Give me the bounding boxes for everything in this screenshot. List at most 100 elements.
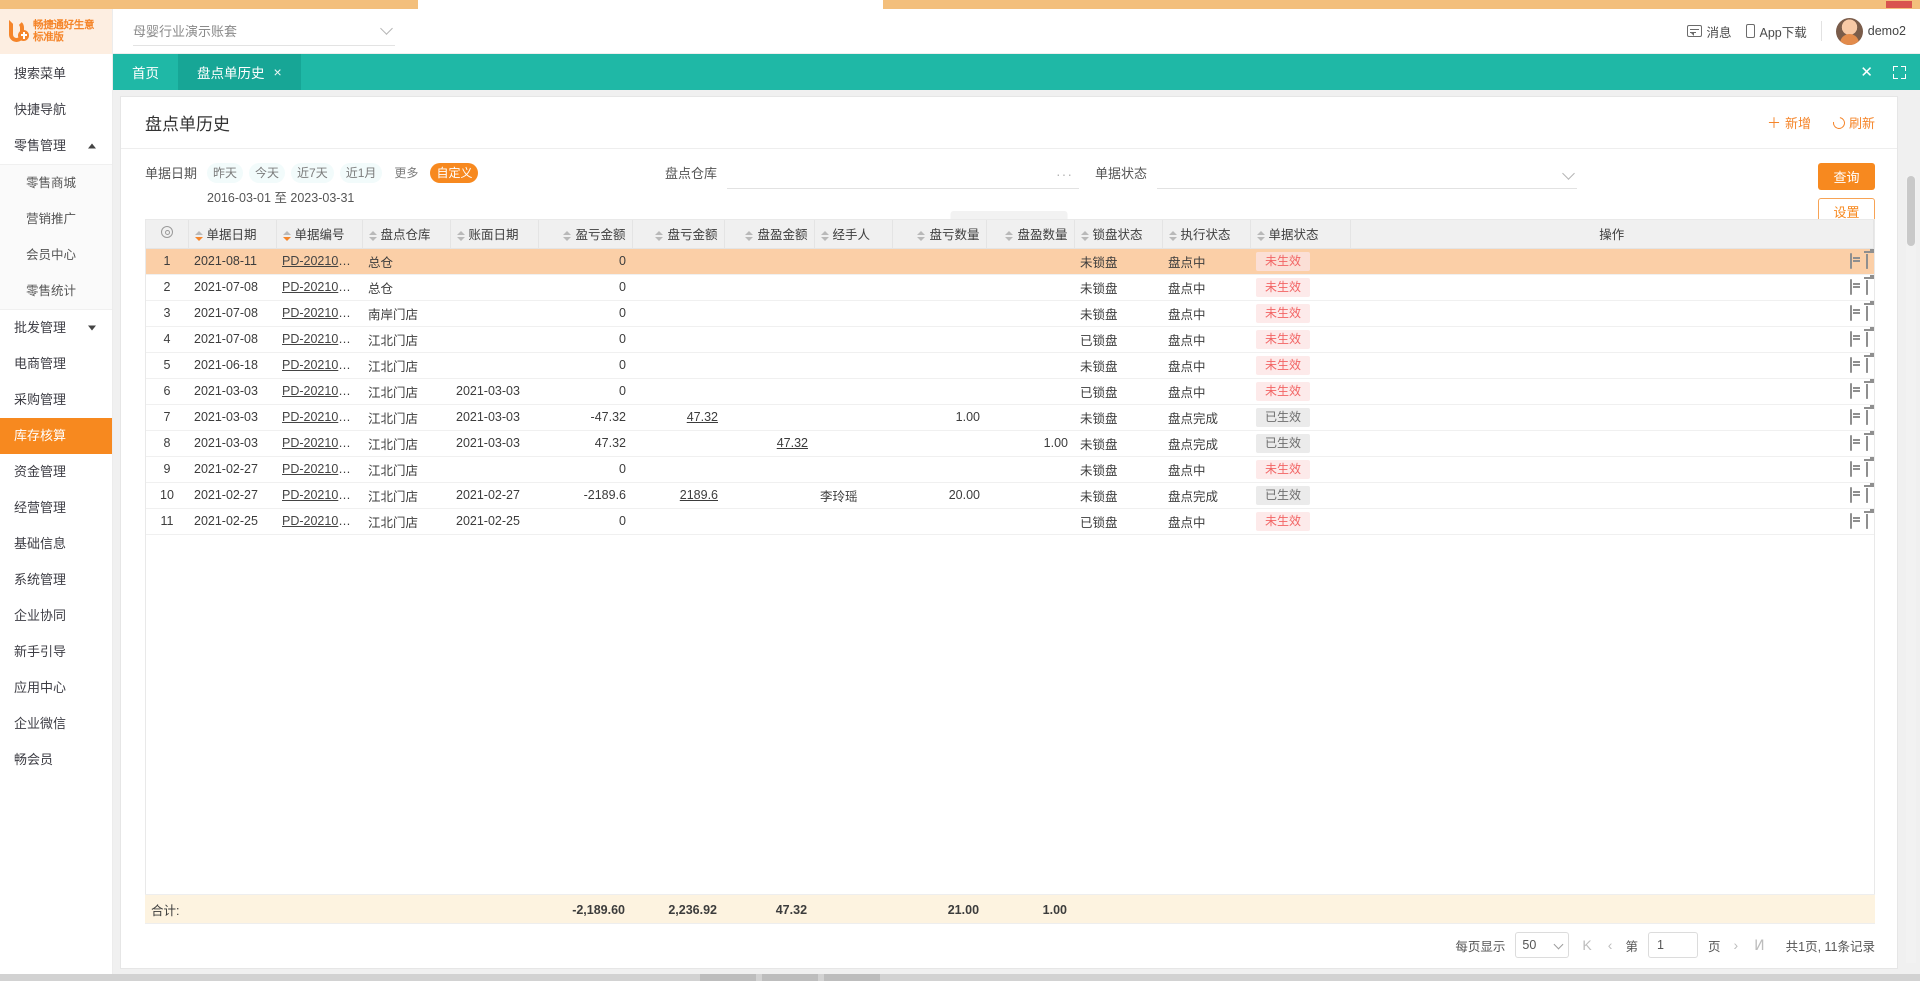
delete-button[interactable] <box>1865 436 1868 452</box>
sidebar-item-retail-stats[interactable]: 零售统计 <box>0 273 112 309</box>
table-row[interactable]: 4 2021-07-08 PD-20210708-(江北门店 0 已锁盘 盘点中 未生效 <box>146 326 1874 353</box>
next-page-icon[interactable]: › <box>1733 937 1739 953</box>
delete-button[interactable] <box>1865 514 1868 530</box>
header-bill-status[interactable]: 单据状态 <box>1250 220 1351 249</box>
sort-icon[interactable] <box>1080 230 1089 241</box>
view-detail-button[interactable] <box>1849 279 1852 296</box>
table-row[interactable]: 5 2021-06-18 PD-20210618-(江北门店 0 未锁盘 盘点中 未生效 <box>146 352 1874 379</box>
cell-bill-code[interactable]: PD-20210303-( <box>276 378 362 405</box>
scrollbar-thumb[interactable] <box>1907 176 1915 246</box>
bill-code-link[interactable]: PD-20210708-( <box>282 306 362 320</box>
cell-bill-code[interactable]: PD-20210708-( <box>276 326 362 353</box>
gear-icon[interactable] <box>160 226 173 239</box>
tab-stocktaking-history[interactable]: 盘点单历史 × <box>178 54 301 90</box>
table-row[interactable]: 10 2021-02-27 PD-20210227-(江北门店 2021-02-27-… <box>146 482 1874 509</box>
cell-bill-code[interactable]: PD-20210708-( <box>276 274 362 301</box>
sort-icon[interactable] <box>1005 230 1014 241</box>
view-detail-button[interactable] <box>1849 435 1852 452</box>
bill-code-link[interactable]: PD-20210708-( <box>282 280 362 294</box>
sidebar-item-marketing[interactable]: 营销推广 <box>0 201 112 237</box>
bill-status-select[interactable] <box>1157 163 1578 189</box>
brand-logo[interactable]: 畅捷通好生意 标准版 <box>0 9 112 54</box>
header-profit-loss-amount[interactable]: 盈亏金额 <box>538 220 633 249</box>
tab-home[interactable]: 首页 <box>113 54 178 90</box>
view-detail-button[interactable] <box>1849 513 1852 530</box>
sidebar-item-enterprise-collaboration[interactable]: 企业协同 <box>0 598 112 634</box>
view-detail-button[interactable] <box>1849 409 1852 426</box>
cell-loss-amount[interactable]: 47.32 <box>632 404 724 431</box>
view-detail-button[interactable] <box>1849 331 1852 348</box>
page-number-input[interactable]: 1 <box>1647 932 1698 958</box>
delete-button[interactable] <box>1865 358 1868 374</box>
view-detail-button[interactable] <box>1849 253 1852 270</box>
view-detail-button[interactable] <box>1849 357 1852 374</box>
sidebar-item-wechat-work[interactable]: 企业微信 <box>0 706 112 742</box>
amount-link[interactable]: 47.32 <box>776 436 808 450</box>
table-row[interactable]: 11 2021-02-25 PD-20210225-(江北门店 2021-02-25 0… <box>146 508 1874 535</box>
sidebar-item-business-management[interactable]: 经营管理 <box>0 490 112 526</box>
add-button[interactable]: ＋ 新增 <box>1767 113 1811 132</box>
query-button[interactable]: 查询 <box>1818 163 1875 190</box>
cell-bill-code[interactable]: PD-20210303-( <box>276 404 362 431</box>
header-warehouse[interactable]: 盘点仓库 <box>362 220 451 249</box>
table-row[interactable]: 6 2021-03-03 PD-20210303-(江北门店 2021-03-03 0 已… <box>146 378 1874 405</box>
sort-icon[interactable] <box>820 230 829 241</box>
bill-code-link[interactable]: PD-20210225-( <box>282 514 362 528</box>
sidebar-item-member-center[interactable]: 会员中心 <box>0 237 112 273</box>
sidebar-item-retail-mall[interactable]: 零售商城 <box>0 165 112 201</box>
cell-bill-code[interactable]: PD-20210225-( <box>276 508 362 535</box>
bill-code-link[interactable]: PD-20210303-( <box>282 384 362 398</box>
table-row[interactable]: 2 2021-07-08 PD-20210708-(总仓 0 未锁盘 盘点中 未生效 <box>146 274 1874 301</box>
prev-page-icon[interactable]: ‹ <box>1607 937 1613 953</box>
sort-icon[interactable] <box>456 230 465 241</box>
tab-close-icon[interactable]: × <box>273 64 282 80</box>
sidebar-item-fund-management[interactable]: 资金管理 <box>0 454 112 490</box>
sort-icon[interactable] <box>1168 230 1177 241</box>
close-all-tabs-icon[interactable]: ✕ <box>1860 64 1873 81</box>
view-detail-button[interactable] <box>1849 305 1852 322</box>
sort-icon[interactable] <box>1256 230 1265 241</box>
account-set-selector[interactable]: 母婴行业演示账套 <box>133 16 395 46</box>
chip-today[interactable]: 今天 <box>249 163 286 183</box>
date-range-value[interactable]: 2016-03-01 至 2023-03-31 <box>207 191 355 205</box>
delete-button[interactable] <box>1865 332 1868 348</box>
delete-button[interactable] <box>1865 254 1868 270</box>
amount-link[interactable]: 47.32 <box>686 410 718 424</box>
delete-button[interactable] <box>1865 384 1868 400</box>
column-settings-header[interactable] <box>146 220 189 249</box>
table-row[interactable]: 3 2021-07-08 PD-20210708-(南岸门店 0 未锁盘 盘点中 未生效 <box>146 300 1874 327</box>
last-page-icon[interactable]: Ͷ <box>1754 936 1765 953</box>
sidebar-item-chang-member[interactable]: 畅会员 <box>0 742 112 778</box>
header-book-date[interactable]: 账面日期 <box>450 220 539 249</box>
sidebar-item-app-center[interactable]: 应用中心 <box>0 670 112 706</box>
table-row[interactable]: 9 2021-02-27 PD-20210227-(江北门店 0 未锁盘 盘点中 未生效 <box>146 456 1874 483</box>
sort-icon[interactable] <box>194 230 203 241</box>
cell-bill-code[interactable]: PD-20210618-( <box>276 352 362 379</box>
fullscreen-icon[interactable] <box>1893 65 1906 79</box>
sidebar-item-quick-nav[interactable]: 快捷导航 <box>0 92 112 128</box>
window-close-button[interactable] <box>1886 1 1912 8</box>
sidebar-item-newbie-guide[interactable]: 新手引导 <box>0 634 112 670</box>
header-bill-code[interactable]: 单据编号 <box>276 220 363 249</box>
bill-code-link[interactable]: PD-20210811-( <box>282 254 362 268</box>
view-detail-button[interactable] <box>1849 461 1852 478</box>
bill-code-link[interactable]: PD-20210708-( <box>282 332 362 346</box>
sidebar-item-wholesale-management[interactable]: 批发管理 <box>0 310 112 346</box>
sort-icon[interactable] <box>563 230 572 241</box>
sort-icon[interactable] <box>917 230 926 241</box>
sidebar-item-basic-info[interactable]: 基础信息 <box>0 526 112 562</box>
bill-code-link[interactable]: PD-20210227-( <box>282 462 362 476</box>
sort-icon[interactable] <box>368 230 377 241</box>
cell-loss-amount[interactable]: 2189.6 <box>632 482 724 509</box>
header-exec-status[interactable]: 执行状态 <box>1162 220 1251 249</box>
chip-custom[interactable]: 自定义 <box>430 163 479 183</box>
header-loss-qty[interactable]: 盘亏数量 <box>892 220 987 249</box>
content-scrollbar[interactable] <box>1906 176 1916 963</box>
sidebar-item-search-menu[interactable]: 搜索菜单 <box>0 56 112 92</box>
cell-bill-code[interactable]: PD-20210227-( <box>276 482 362 509</box>
table-row[interactable]: 8 2021-03-03 PD-20210303-(江北门店 2021-03-03 47… <box>146 430 1874 457</box>
view-detail-button[interactable] <box>1849 487 1852 504</box>
sort-icon[interactable] <box>282 230 291 241</box>
chip-last-month[interactable]: 近1月 <box>339 163 383 183</box>
sidebar-item-system-management[interactable]: 系统管理 <box>0 562 112 598</box>
